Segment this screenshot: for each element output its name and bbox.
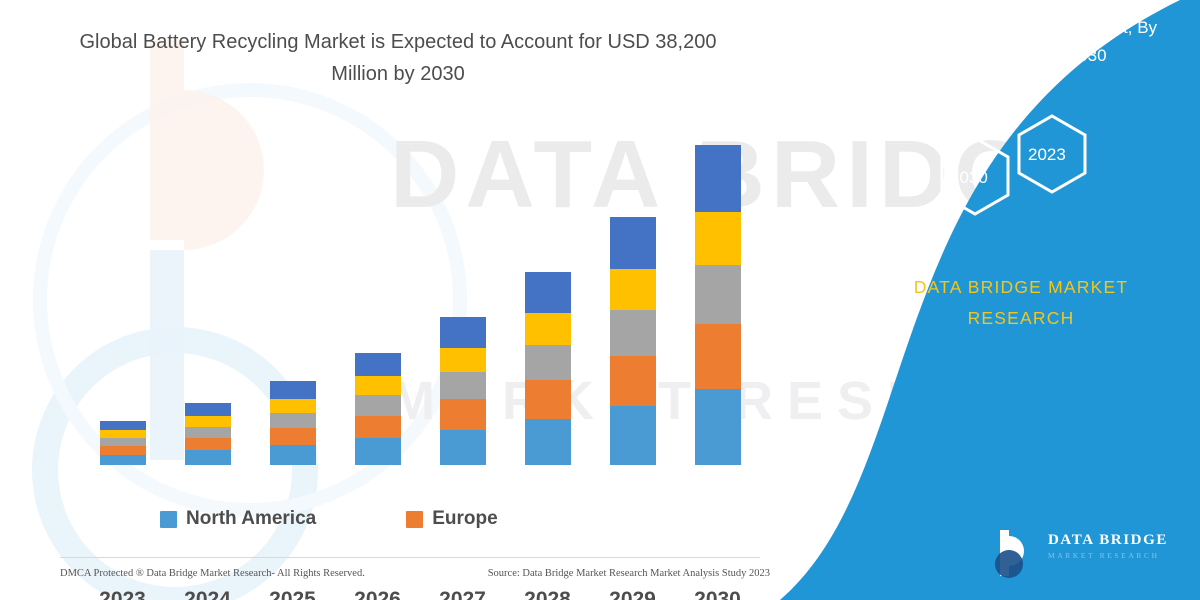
- bar-segment: [609, 355, 656, 406]
- bar-segment: [524, 419, 571, 465]
- stacked-bar: [269, 380, 316, 465]
- data-bridge-logo-icon: [995, 530, 1024, 578]
- x-axis-tick-label: 2028: [524, 588, 571, 600]
- footer-right: Source: Data Bridge Market Research Mark…: [487, 568, 770, 579]
- bar-segment: [524, 312, 571, 345]
- chart-plot-area: 2023 2024 2025 2026 2027 2028 2029 2030: [80, 120, 760, 600]
- bar-segment: [439, 429, 486, 465]
- x-axis-tick-label: 2027: [439, 588, 486, 600]
- bar-segment: [439, 347, 486, 372]
- logo-text: DATA BRIDGE: [1048, 532, 1168, 548]
- panel-brand: DATA BRIDGE MARKET RESEARCH: [856, 272, 1186, 334]
- legend-item[interactable]: North America: [160, 508, 316, 530]
- bar-segment: [694, 264, 741, 324]
- chart-legend: North America Europe: [160, 508, 680, 530]
- x-axis-tick-label: 2025: [269, 588, 316, 600]
- bar-column: [420, 135, 505, 465]
- hexagon-label-2023: 2023: [1028, 145, 1066, 164]
- bar-segment: [524, 380, 571, 420]
- bar-column: [80, 135, 165, 465]
- footer: DMCA Protected ® Data Bridge Market Rese…: [60, 568, 770, 579]
- hexagon-group: 2030 2023: [920, 108, 1120, 218]
- bar-segment: [269, 428, 316, 446]
- bar-segment: [184, 450, 231, 465]
- stacked-bar: [354, 352, 401, 465]
- stacked-bar: [609, 217, 656, 465]
- bar-segment: [184, 402, 231, 417]
- bar-segment: [354, 438, 401, 465]
- panel-shape: [780, 0, 1200, 600]
- bar-group: [80, 135, 760, 465]
- x-axis-tick-label: 2026: [354, 588, 401, 600]
- legend-swatch: [160, 510, 177, 528]
- bar-segment: [439, 371, 486, 400]
- bar-segment: [269, 380, 316, 399]
- hexagon-shapes: [940, 114, 1087, 216]
- legend-label: Europe: [432, 508, 498, 529]
- bar-segment: [99, 430, 146, 438]
- stacked-bar: [439, 316, 486, 465]
- bar-column: [675, 135, 760, 465]
- right-panel: [780, 0, 1200, 600]
- bar-segment: [99, 437, 146, 446]
- bar-segment: [354, 376, 401, 395]
- bar-segment: [269, 398, 316, 413]
- bar-segment: [694, 212, 741, 265]
- bar-segment: [269, 445, 316, 465]
- hexagon-label-2030: 2030: [950, 168, 988, 187]
- bar-column: [165, 135, 250, 465]
- stacked-bar: [184, 402, 231, 465]
- bar-segment: [609, 269, 656, 310]
- x-axis-labels: 2023 2024 2025 2026 2027 2028 2029 2030: [80, 588, 760, 600]
- logo-subtext: MARKET RESEARCH: [1048, 551, 1160, 560]
- bar-column: [505, 135, 590, 465]
- bar-segment: [99, 454, 146, 465]
- bar-segment: [354, 415, 401, 439]
- bar-segment: [609, 217, 656, 270]
- panel-title: Global Battery Recycling Market, By Regi…: [884, 18, 1158, 65]
- bar-segment: [524, 344, 571, 381]
- x-axis-tick-label: 2030: [694, 588, 741, 600]
- bar-segment: [184, 416, 231, 427]
- x-axis-tick-label: 2029: [609, 588, 656, 600]
- footer-divider: [60, 557, 760, 558]
- bar-segment: [609, 309, 656, 356]
- stacked-bar: [694, 145, 741, 465]
- legend-swatch: [406, 510, 424, 528]
- bar-segment: [694, 388, 741, 465]
- bar-segment: [354, 394, 401, 416]
- bar-segment: [99, 420, 146, 431]
- bar-segment: [184, 426, 231, 438]
- legend-item[interactable]: Europe: [406, 508, 498, 530]
- footer-left: DMCA Protected ® Data Bridge Market Rese…: [60, 568, 365, 579]
- chart-title: Global Battery Recycling Market is Expec…: [79, 31, 717, 85]
- bar-segment: [694, 323, 741, 389]
- stacked-bar: [524, 272, 571, 465]
- panel-brand-line2: RESEARCH: [967, 308, 1075, 328]
- stacked-bar: [99, 420, 146, 465]
- bar-segment: [184, 437, 231, 451]
- bar-column: [590, 135, 675, 465]
- x-axis-tick-label: 2024: [184, 588, 231, 600]
- bar-segment: [439, 316, 486, 348]
- bar-column: [250, 135, 335, 465]
- bar-segment: [524, 272, 571, 313]
- legend-label: North America: [186, 508, 317, 529]
- panel-brand-line1: DATA BRIDGE MARKET: [913, 277, 1129, 297]
- bar-segment: [269, 412, 316, 429]
- bar-segment: [99, 445, 146, 455]
- bar-column: [335, 135, 420, 465]
- bar-segment: [439, 399, 486, 430]
- bar-segment: [609, 405, 656, 465]
- bar-segment: [354, 352, 401, 377]
- x-axis-tick-label: 2023: [99, 588, 146, 600]
- bar-segment: [694, 145, 741, 213]
